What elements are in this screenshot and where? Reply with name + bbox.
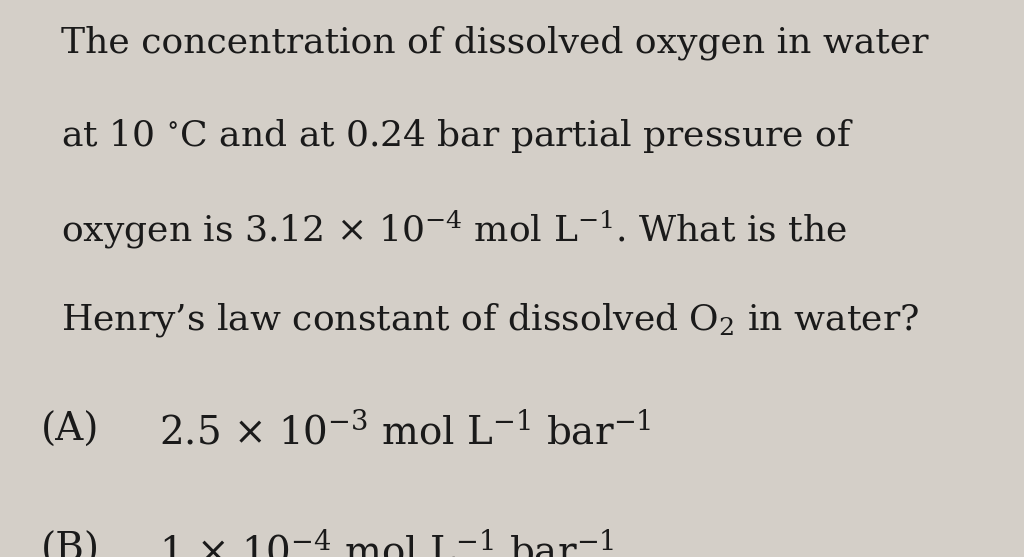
Text: at 10 $^{\circ}$C and at 0.24 bar partial pressure of: at 10 $^{\circ}$C and at 0.24 bar partia…	[61, 117, 854, 155]
Text: (B): (B)	[41, 532, 100, 557]
Text: 1 $\times$ 10$^{-4}$ mol L$^{-1}$ bar$^{-1}$: 1 $\times$ 10$^{-4}$ mol L$^{-1}$ bar$^{…	[159, 532, 614, 557]
Text: Henry’s law constant of dissolved O$_2$ in water?: Henry’s law constant of dissolved O$_2$ …	[61, 301, 920, 339]
Text: oxygen is 3.12 $\times$ 10$^{-4}$ mol L$^{-1}$. What is the: oxygen is 3.12 $\times$ 10$^{-4}$ mol L$…	[61, 209, 848, 251]
Text: 2.5 $\times$ 10$^{-3}$ mol L$^{-1}$ bar$^{-1}$: 2.5 $\times$ 10$^{-3}$ mol L$^{-1}$ bar$…	[159, 412, 651, 451]
Text: (A): (A)	[41, 412, 99, 449]
Text: The concentration of dissolved oxygen in water: The concentration of dissolved oxygen in…	[61, 25, 929, 60]
